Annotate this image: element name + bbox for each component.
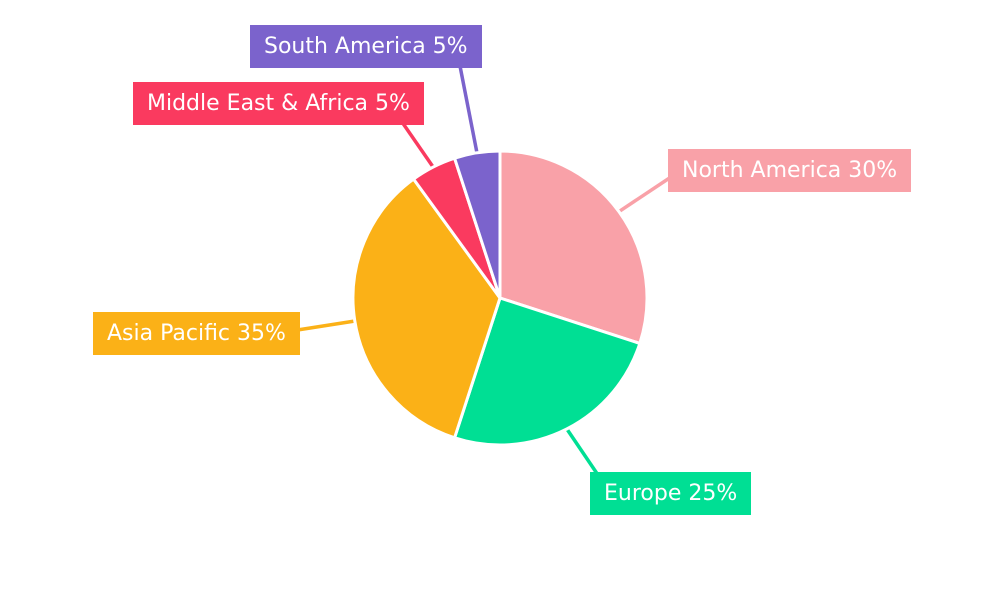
pie-slice-asia-pacific[interactable] [351,177,502,440]
pie-slice-europe[interactable] [453,296,642,447]
pie-slice-north-america[interactable] [498,149,649,345]
leader-line-north-america [617,175,672,214]
pie-slice-south-america[interactable] [453,149,502,300]
pie-slices [351,149,649,447]
leader-line-europe [564,427,600,476]
leader-line-asia-pacific [290,319,357,333]
leader-line-south-america [458,65,479,155]
leader-lines [290,65,672,476]
leader-line-middle-east-africa [400,121,436,169]
